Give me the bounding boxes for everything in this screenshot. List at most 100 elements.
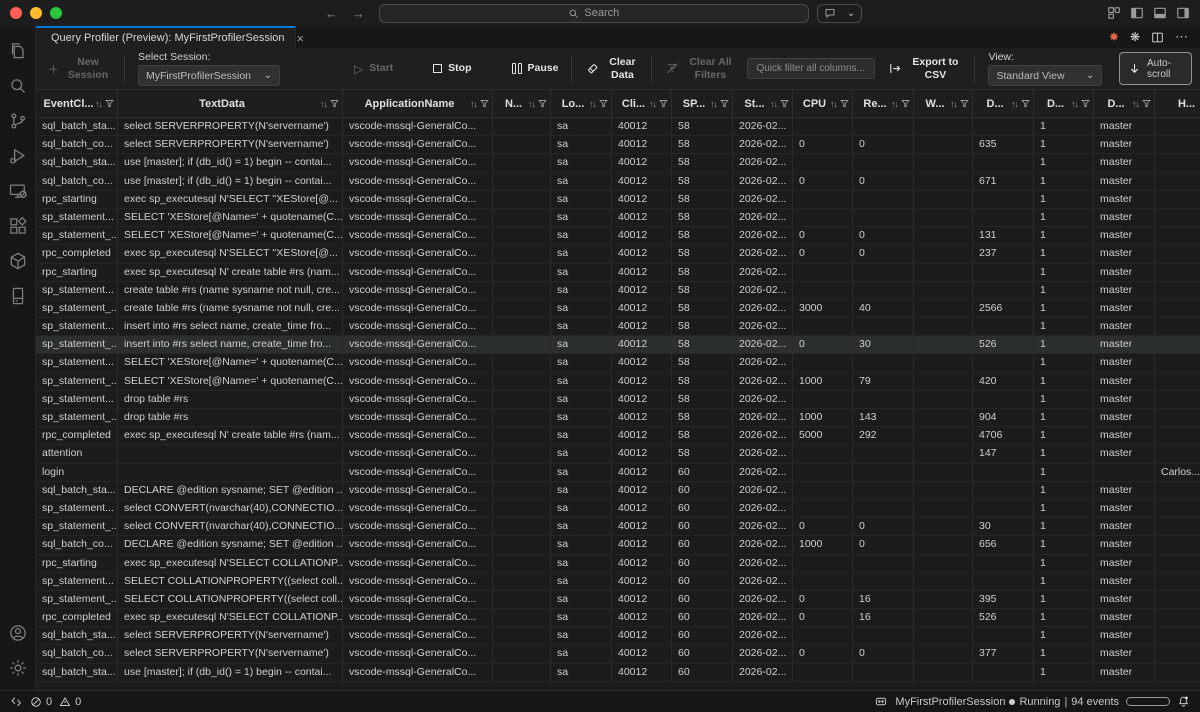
cell-host_name[interactable] bbox=[1155, 518, 1200, 535]
cell-application_name[interactable]: vscode-mssql-GeneralCo... bbox=[343, 445, 493, 463]
cell-writes[interactable] bbox=[914, 536, 973, 554]
cell-cpu[interactable] bbox=[793, 499, 853, 518]
cell-duration[interactable]: 904 bbox=[973, 409, 1034, 427]
cell-login_name[interactable]: sa bbox=[551, 554, 612, 572]
cell-writes[interactable] bbox=[914, 336, 973, 354]
cell-database_id[interactable]: 1 bbox=[1034, 609, 1094, 627]
sort-icon[interactable]: ↑↓ bbox=[528, 98, 536, 109]
cell-event_class[interactable]: sp_statement_... bbox=[36, 409, 118, 427]
cell-start_time[interactable]: 2026-02... bbox=[733, 518, 793, 536]
cell-database_name[interactable]: master bbox=[1094, 536, 1155, 554]
cell-text_data[interactable]: insert into #rs select name, create_time… bbox=[118, 318, 343, 336]
cell-text_data[interactable]: select CONVERT(nvarchar(40),CONNECTIO... bbox=[118, 499, 343, 518]
cell-spid[interactable]: 60 bbox=[672, 590, 733, 609]
cell-writes[interactable] bbox=[914, 499, 973, 518]
cell-duration[interactable] bbox=[973, 554, 1034, 572]
cell-host_name[interactable] bbox=[1155, 645, 1200, 662]
cell-start_time[interactable]: 2026-02... bbox=[733, 263, 793, 281]
column-header-database_id[interactable]: D... ↑↓ bbox=[1034, 90, 1094, 117]
cell-database_id[interactable]: 1 bbox=[1034, 299, 1094, 318]
table-row[interactable]: sql_batch_co... DECLARE @edition sysname;… bbox=[36, 536, 1200, 555]
activity-bar-source-control[interactable] bbox=[0, 103, 36, 138]
cell-start_time[interactable]: 2026-02... bbox=[733, 136, 793, 154]
cell-client_process_id[interactable]: 40012 bbox=[612, 609, 672, 627]
cell-cpu[interactable]: 5000 bbox=[793, 427, 853, 445]
column-header-application_name[interactable]: ApplicationName ↑↓ bbox=[343, 90, 493, 117]
cell-database_name[interactable]: master bbox=[1094, 136, 1155, 154]
filter-funnel-icon[interactable] bbox=[1021, 99, 1030, 108]
activity-bar-sql-server[interactable] bbox=[0, 278, 36, 313]
view-dropdown[interactable]: Standard View ⌄ bbox=[988, 65, 1103, 86]
cell-cpu[interactable]: 1000 bbox=[793, 536, 853, 554]
remote-indicator[interactable] bbox=[10, 695, 23, 708]
filter-funnel-icon[interactable] bbox=[960, 99, 969, 108]
sort-icon[interactable]: ↑↓ bbox=[470, 98, 478, 109]
cell-database_name[interactable]: master bbox=[1094, 518, 1155, 536]
cell-cpu[interactable]: 0 bbox=[793, 336, 853, 354]
filter-funnel-icon[interactable] bbox=[480, 99, 489, 108]
cell-text_data[interactable]: select SERVERPROPERTY(N'servername') bbox=[118, 136, 343, 154]
cell-application_name[interactable]: vscode-mssql-GeneralCo... bbox=[343, 645, 493, 663]
table-row[interactable]: sp_statement... create table #rs (name sy… bbox=[36, 281, 1200, 300]
cell-client_process_id[interactable]: 40012 bbox=[612, 554, 672, 572]
cell-login_name[interactable]: sa bbox=[551, 390, 612, 408]
cell-nt_user_name[interactable] bbox=[493, 499, 551, 518]
table-row[interactable]: sp_statement_... SELECT 'XEStore[@Name=' … bbox=[36, 227, 1200, 246]
table-row[interactable]: sql_batch_sta... DECLARE @edition sysname… bbox=[36, 481, 1200, 500]
cell-application_name[interactable]: vscode-mssql-GeneralCo... bbox=[343, 154, 493, 172]
filter-funnel-icon[interactable] bbox=[330, 99, 339, 108]
cell-client_process_id[interactable]: 40012 bbox=[612, 427, 672, 445]
cell-login_name[interactable]: sa bbox=[551, 518, 612, 536]
cell-login_name[interactable]: sa bbox=[551, 245, 612, 263]
cell-reads[interactable] bbox=[853, 154, 914, 172]
cell-cpu[interactable] bbox=[793, 554, 853, 572]
cell-reads[interactable] bbox=[853, 663, 914, 681]
table-row[interactable]: sql_batch_sta... use [master]; if (db_id(… bbox=[36, 154, 1200, 173]
cell-cpu[interactable]: 0 bbox=[793, 136, 853, 154]
cell-host_name[interactable] bbox=[1155, 209, 1200, 226]
cell-client_process_id[interactable]: 40012 bbox=[612, 154, 672, 172]
filter-funnel-icon[interactable] bbox=[720, 99, 729, 108]
cell-writes[interactable] bbox=[914, 427, 973, 445]
cell-database_name[interactable]: master bbox=[1094, 354, 1155, 372]
cell-login_name[interactable]: sa bbox=[551, 572, 612, 590]
cell-cpu[interactable]: 0 bbox=[793, 518, 853, 536]
activity-bar-extensions[interactable] bbox=[0, 208, 36, 243]
cell-application_name[interactable]: vscode-mssql-GeneralCo... bbox=[343, 136, 493, 154]
table-row[interactable]: rpc_starting exec sp_executesql N'SELECT … bbox=[36, 190, 1200, 209]
cell-spid[interactable]: 58 bbox=[672, 427, 733, 445]
cell-text_data[interactable]: insert into #rs select name, create_time… bbox=[118, 336, 343, 354]
cell-reads[interactable] bbox=[853, 463, 914, 481]
cell-nt_user_name[interactable] bbox=[493, 227, 551, 245]
cell-start_time[interactable]: 2026-02... bbox=[733, 554, 793, 572]
cell-spid[interactable]: 60 bbox=[672, 554, 733, 572]
customize-layout-icon[interactable] bbox=[1107, 6, 1121, 20]
cell-text_data[interactable]: use [master]; if (db_id() = 1) begin -- … bbox=[118, 154, 343, 172]
cell-event_class[interactable]: sql_batch_co... bbox=[36, 172, 118, 190]
cell-database_name[interactable] bbox=[1094, 463, 1155, 481]
cell-text_data[interactable]: SELECT 'XEStore[@Name=' + quotename(C... bbox=[118, 354, 343, 372]
sort-icon[interactable]: ↑↓ bbox=[95, 98, 103, 109]
cell-client_process_id[interactable]: 40012 bbox=[612, 263, 672, 281]
cell-duration[interactable]: 526 bbox=[973, 336, 1034, 354]
cell-database_id[interactable]: 1 bbox=[1034, 463, 1094, 481]
cell-reads[interactable] bbox=[853, 627, 914, 645]
cell-duration[interactable] bbox=[973, 318, 1034, 336]
cell-writes[interactable] bbox=[914, 172, 973, 190]
cell-application_name[interactable]: vscode-mssql-GeneralCo... bbox=[343, 354, 493, 372]
cell-database_name[interactable]: master bbox=[1094, 208, 1155, 227]
cell-login_name[interactable]: sa bbox=[551, 154, 612, 172]
cell-reads[interactable] bbox=[853, 445, 914, 463]
cell-database_id[interactable]: 1 bbox=[1034, 554, 1094, 572]
cell-writes[interactable] bbox=[914, 318, 973, 336]
cell-nt_user_name[interactable] bbox=[493, 372, 551, 390]
cell-spid[interactable]: 60 bbox=[672, 645, 733, 663]
cell-text_data[interactable]: exec sp_executesql N'SELECT ''XEStore[@.… bbox=[118, 245, 343, 263]
cell-login_name[interactable]: sa bbox=[551, 263, 612, 281]
cell-database_name[interactable]: master bbox=[1094, 390, 1155, 408]
cell-event_class[interactable]: sp_statement... bbox=[36, 208, 118, 227]
cell-cpu[interactable] bbox=[793, 390, 853, 408]
cell-duration[interactable] bbox=[973, 627, 1034, 645]
cell-database_id[interactable]: 1 bbox=[1034, 409, 1094, 427]
cell-text_data[interactable]: drop table #rs bbox=[118, 390, 343, 408]
